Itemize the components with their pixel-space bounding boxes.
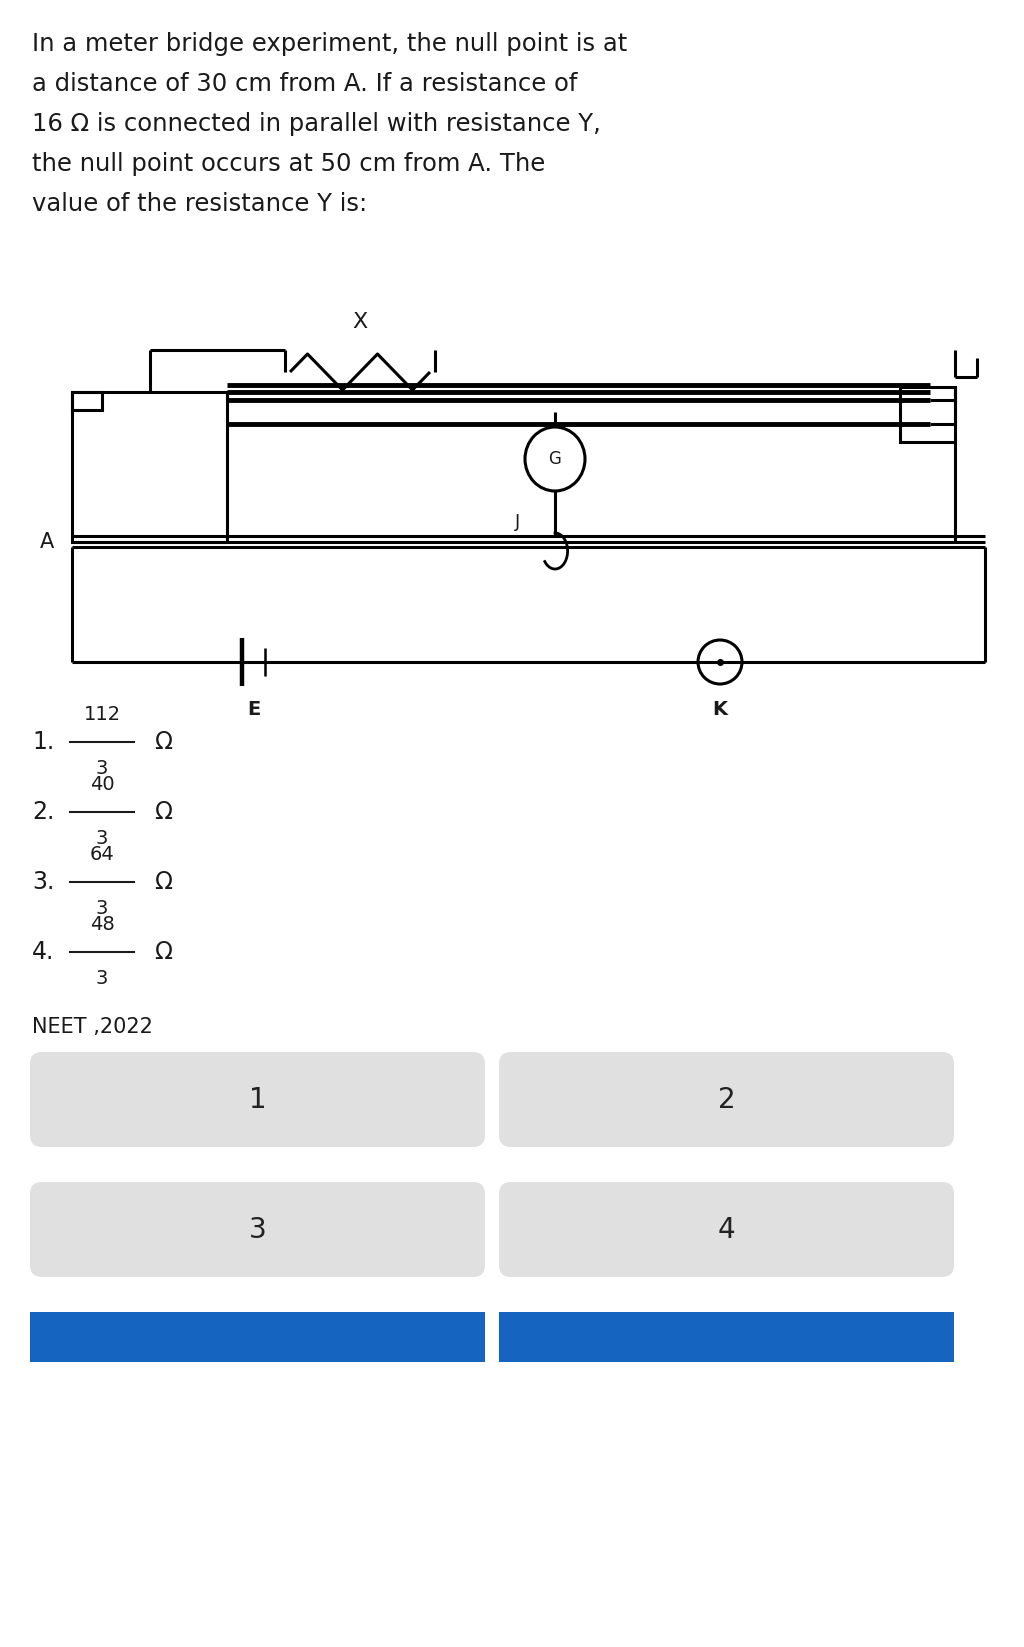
Text: K: K: [713, 700, 727, 720]
Text: 2.: 2.: [32, 800, 54, 824]
Text: J: J: [515, 512, 520, 530]
Text: E: E: [248, 700, 261, 720]
Text: G: G: [549, 450, 561, 468]
Text: X: X: [352, 311, 368, 333]
Text: a distance of 30 cm from A. If a resistance of: a distance of 30 cm from A. If a resista…: [32, 72, 578, 96]
Text: 64: 64: [90, 845, 115, 865]
Text: Ω: Ω: [154, 800, 172, 824]
Text: 1.: 1.: [32, 730, 54, 754]
Text: 16 Ω is connected in parallel with resistance Y,: 16 Ω is connected in parallel with resis…: [32, 112, 601, 137]
Text: Ω: Ω: [154, 730, 172, 754]
Text: 1: 1: [249, 1085, 266, 1113]
Bar: [30, 1313, 485, 1362]
Text: 3: 3: [96, 899, 109, 919]
Text: 2: 2: [718, 1085, 735, 1113]
FancyBboxPatch shape: [30, 1052, 485, 1146]
FancyBboxPatch shape: [499, 1183, 954, 1276]
Text: A: A: [40, 532, 54, 552]
Text: Ω: Ω: [154, 870, 172, 894]
Bar: [72, 392, 227, 542]
Text: 4: 4: [718, 1215, 735, 1243]
Text: value of the resistance Y is:: value of the resistance Y is:: [32, 193, 368, 216]
Text: 4.: 4.: [32, 940, 54, 963]
Text: NEET ,2022: NEET ,2022: [32, 1016, 153, 1038]
Text: 3: 3: [96, 970, 109, 988]
Text: 48: 48: [90, 916, 115, 934]
Text: 3: 3: [96, 830, 109, 848]
Text: 3.: 3.: [32, 870, 54, 894]
Text: In a meter bridge experiment, the null point is at: In a meter bridge experiment, the null p…: [32, 31, 628, 56]
FancyBboxPatch shape: [499, 1052, 954, 1146]
Text: 40: 40: [90, 776, 115, 794]
Bar: [72, 392, 102, 410]
Text: the null point occurs at 50 cm from A. The: the null point occurs at 50 cm from A. T…: [32, 152, 545, 176]
Text: 112: 112: [83, 705, 121, 725]
Text: Ω: Ω: [154, 940, 172, 963]
Bar: [499, 1313, 954, 1362]
Text: 3: 3: [96, 759, 109, 779]
Text: 3: 3: [249, 1215, 266, 1243]
Bar: [900, 387, 955, 441]
FancyBboxPatch shape: [30, 1183, 485, 1276]
